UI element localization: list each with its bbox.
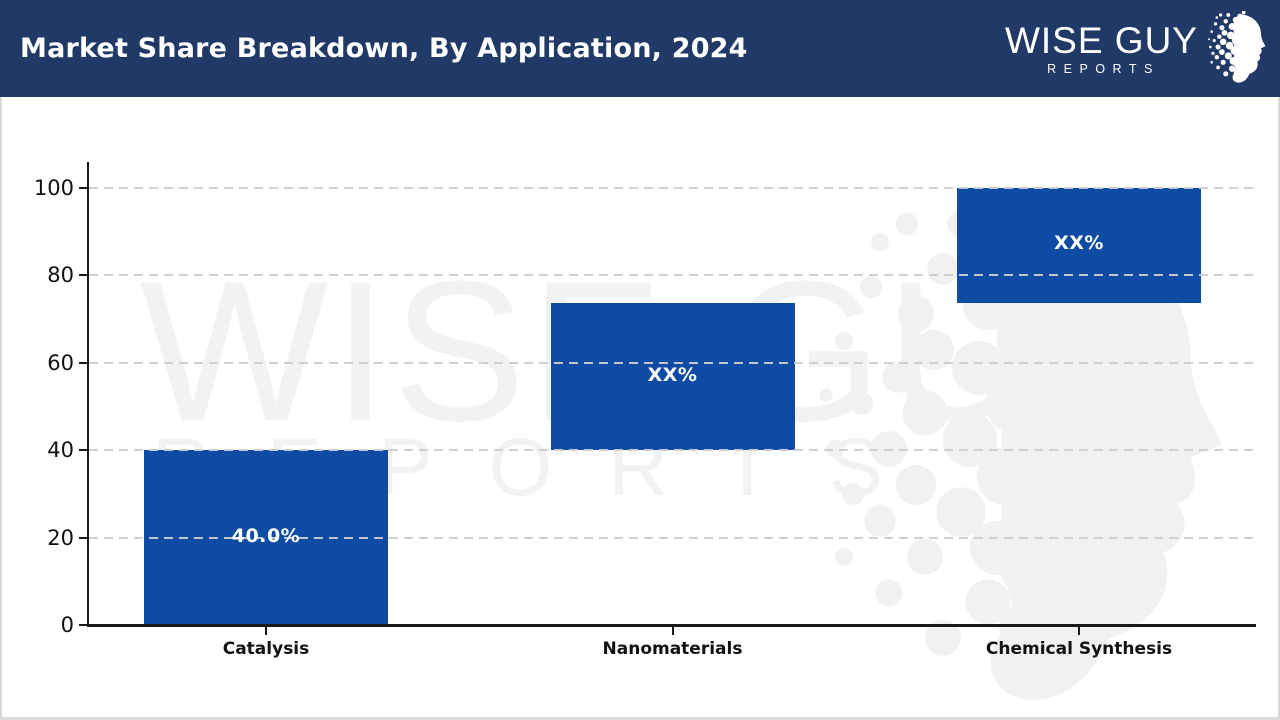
x-tick-1 — [671, 627, 674, 635]
bar-value-label-1: XX% — [647, 363, 698, 386]
y-tick-label-60: 60 — [47, 350, 74, 375]
x-tick-2 — [1078, 627, 1080, 635]
x-tick-label-0: Catalysis — [222, 639, 310, 659]
gridline-100 — [89, 186, 1255, 189]
y-tick-20 — [79, 536, 87, 539]
chart-canvas: WISE GUY REPORTS 020406080100CatalysisNa… — [0, 97, 1280, 720]
gridline-80 — [89, 274, 1255, 276]
y-tick-label-0: 0 — [60, 613, 74, 637]
brand-face-icon — [1208, 10, 1266, 83]
gridline-20 — [89, 536, 1255, 539]
x-tick-label-2: Chemical Synthesis — [985, 639, 1173, 659]
header-bar: Market Share Breakdown, By Application, … — [0, 0, 1280, 97]
y-tick-label-100: 100 — [33, 175, 74, 200]
bar-1 — [550, 303, 795, 450]
y-tick-label-20: 20 — [47, 525, 74, 550]
bar-2 — [957, 187, 1201, 304]
y-tick-40 — [79, 449, 87, 451]
brand-name: WISE GUY — [1004, 20, 1198, 61]
page-title: Market Share Breakdown, By Application, … — [20, 33, 748, 64]
brand-logo-text: WISE GUY REPORTS — [1005, 22, 1198, 76]
y-tick-80 — [79, 274, 87, 276]
y-tick-label-80: 80 — [47, 263, 74, 287]
y-tick-label-40: 40 — [47, 438, 74, 462]
y-tick-100 — [79, 186, 87, 189]
y-tick-0 — [79, 624, 87, 626]
y-axis-line — [87, 162, 89, 625]
bar-value-label-2: XX% — [1054, 232, 1104, 255]
brand-logo: WISE GUY REPORTS — [1005, 8, 1268, 90]
x-tick-0 — [265, 627, 267, 635]
brand-subtitle: REPORTS — [1047, 62, 1160, 76]
y-tick-60 — [79, 361, 87, 364]
x-axis-line — [87, 624, 1256, 627]
gridline-60 — [89, 361, 1255, 364]
bar-value-label-0: 40.0% — [231, 524, 301, 547]
x-tick-label-1: Nanomaterials — [602, 639, 743, 659]
gridline-40 — [89, 449, 1255, 451]
